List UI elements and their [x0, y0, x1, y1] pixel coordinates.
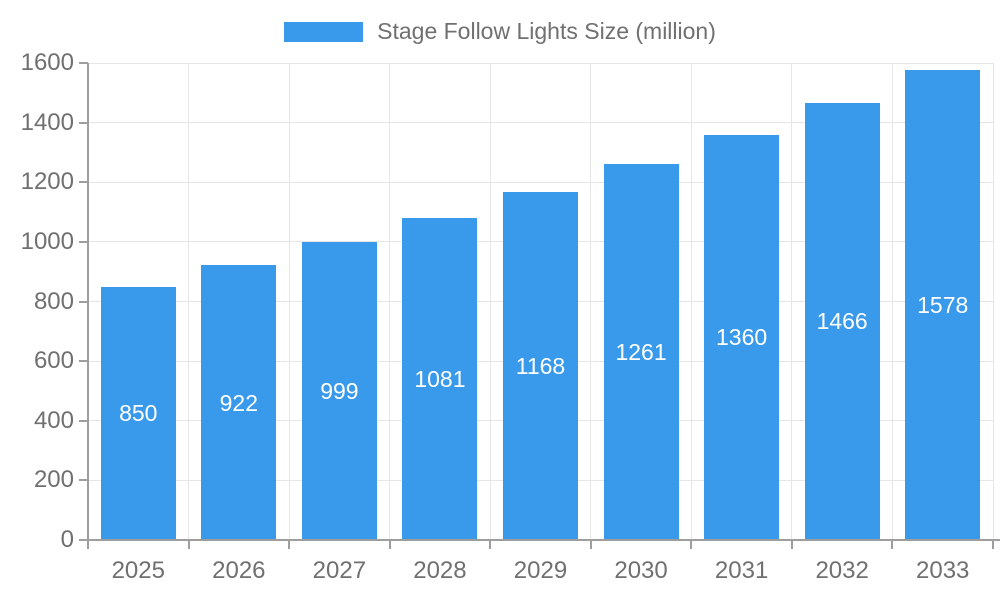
- bar-value-label: 922: [219, 389, 259, 416]
- bar-value-label: 850: [119, 400, 158, 427]
- y-axis-tick: [79, 240, 88, 243]
- x-axis-line: [88, 539, 1000, 541]
- x-axis-tick: [388, 540, 391, 549]
- bar: [905, 69, 981, 540]
- y-axis-tick: [79, 62, 88, 64]
- x-gridline: [188, 63, 190, 540]
- y-axis-label: 1000: [20, 227, 74, 255]
- bar-value-label: 1360: [716, 324, 768, 351]
- bar-value-label: 1081: [414, 365, 466, 392]
- y-axis-tick: [79, 479, 88, 482]
- x-axis-tick: [992, 540, 994, 549]
- y-axis-label: 1400: [20, 108, 74, 136]
- x-axis-label: 2028: [413, 557, 467, 584]
- x-gridline: [389, 63, 391, 540]
- y-axis-line: [87, 63, 89, 540]
- y-axis-tick: [79, 300, 88, 303]
- x-gridline: [489, 63, 491, 540]
- bar: [804, 102, 880, 540]
- y-axis-tick: [79, 121, 88, 124]
- legend-swatch: [284, 21, 364, 42]
- bar: [704, 134, 780, 540]
- bar: [201, 265, 277, 540]
- x-axis-label: 2031: [714, 557, 769, 584]
- x-axis-label: 2026: [212, 557, 266, 584]
- y-axis-label: 400: [33, 406, 74, 434]
- legend-label: Stage Follow Lights Size (million): [377, 18, 716, 44]
- x-axis-tick: [288, 540, 291, 549]
- y-axis-label: 600: [33, 347, 74, 375]
- bar-value-label: 1168: [515, 352, 566, 379]
- bar-value-label: 1466: [816, 308, 868, 335]
- y-axis-label: 1200: [20, 168, 74, 196]
- x-axis-tick: [690, 540, 693, 549]
- x-axis-tick: [187, 540, 190, 549]
- x-axis-tick: [790, 540, 793, 549]
- legend: Stage Follow Lights Size (million): [0, 18, 1000, 45]
- bar: [402, 217, 478, 540]
- x-axis-label: 2027: [312, 557, 367, 584]
- x-axis-label: 2029: [513, 557, 568, 584]
- y-axis-label: 0: [60, 526, 74, 553]
- x-axis-label: 2033: [916, 557, 970, 584]
- bar-value-label: 1261: [615, 339, 667, 366]
- y-gridline: [88, 122, 993, 124]
- y-axis-label: 1600: [20, 49, 74, 76]
- x-axis-label: 2030: [614, 557, 668, 584]
- x-axis-tick: [891, 540, 894, 549]
- x-gridline: [288, 63, 290, 540]
- y-axis-tick: [79, 181, 88, 184]
- y-axis-label: 200: [33, 466, 74, 494]
- x-gridline: [992, 63, 994, 540]
- x-axis-tick: [489, 540, 492, 549]
- y-axis-tick: [79, 539, 88, 541]
- x-gridline: [690, 63, 692, 540]
- y-axis-tick: [79, 419, 88, 422]
- y-gridline: [88, 181, 993, 183]
- x-gridline: [590, 63, 592, 540]
- y-axis-tick: [79, 360, 88, 363]
- x-axis-tick: [589, 540, 592, 549]
- bar: [503, 191, 578, 540]
- bar-value-label: 999: [320, 378, 359, 405]
- bar: [603, 164, 679, 540]
- x-axis-tick: [87, 540, 89, 549]
- bar-value-label: 1578: [917, 291, 969, 318]
- y-axis-label: 800: [33, 287, 74, 315]
- legend-item[interactable]: Stage Follow Lights Size (million): [284, 18, 716, 45]
- x-gridline: [891, 63, 893, 540]
- y-gridline: [88, 62, 993, 64]
- bar: [301, 242, 377, 540]
- bar: [100, 286, 176, 540]
- x-gridline: [791, 63, 793, 540]
- x-axis-label: 2032: [815, 557, 869, 584]
- x-axis-label: 2025: [111, 557, 165, 584]
